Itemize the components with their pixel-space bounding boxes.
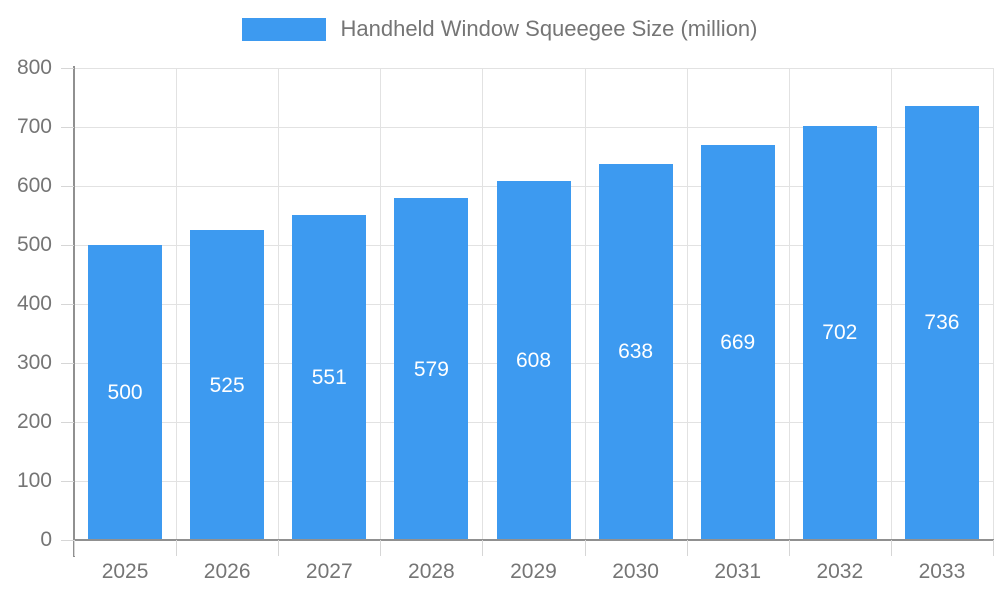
bar-value-label: 638	[618, 340, 654, 364]
y-tick-label: 100	[16, 469, 52, 492]
bar-2030[interactable]: 638	[598, 163, 673, 540]
x-tick-label-2030: 2030	[612, 560, 659, 583]
x-axis-tick	[584, 540, 586, 556]
x-axis-tick	[176, 540, 178, 556]
y-tick-label: 0	[40, 528, 52, 551]
y-tick-label: 500	[16, 233, 52, 256]
bar-value-label: 736	[924, 311, 960, 335]
x-tick-label-2031: 2031	[714, 560, 762, 583]
x-axis-line	[74, 539, 994, 541]
bar-2033[interactable]: 736	[904, 105, 979, 540]
bar-value-label: 525	[209, 373, 245, 397]
y-axis-tick	[61, 481, 74, 482]
v-gridline	[278, 68, 280, 540]
y-axis-tick	[61, 186, 74, 187]
bar-value-label: 579	[413, 357, 449, 381]
bar-2032[interactable]: 702	[802, 125, 877, 540]
x-tick-label-2028: 2028	[408, 560, 455, 583]
chart-legend[interactable]: Handheld Window Squeegee Size (million)	[0, 14, 1000, 44]
y-axis-tick	[61, 68, 74, 69]
x-tick-label-2027: 2027	[305, 560, 353, 583]
x-tick-label-2026: 2026	[203, 560, 251, 583]
bar-2026[interactable]: 525	[190, 230, 265, 540]
x-axis-tick	[380, 540, 382, 556]
legend-swatch	[242, 17, 327, 41]
plot-area: 500 525 551 579 608 638 669 702 736	[74, 68, 994, 540]
y-tick-label: 800	[16, 56, 52, 79]
v-gridline	[993, 68, 994, 540]
x-axis-tick	[482, 540, 484, 556]
v-gridline	[584, 68, 586, 540]
x-axis-tick	[788, 540, 790, 556]
y-axis-tick	[61, 540, 74, 541]
y-axis-tick	[61, 245, 74, 246]
v-gridline	[380, 68, 382, 540]
bar-value-label: 500	[107, 381, 143, 404]
bar-2031[interactable]: 669	[700, 145, 775, 540]
bar-value-label: 551	[311, 365, 347, 389]
bar-2028[interactable]: 579	[394, 198, 469, 540]
x-axis-tick	[74, 540, 75, 556]
v-gridline	[686, 68, 688, 540]
h-gridline	[74, 127, 993, 128]
h-gridline	[74, 68, 993, 69]
y-axis-tick	[61, 304, 74, 305]
v-gridline	[482, 68, 484, 540]
x-axis-tick	[278, 540, 280, 556]
x-tick-label-2025: 2025	[101, 560, 149, 583]
v-gridline	[176, 68, 178, 540]
x-axis-tick	[890, 540, 892, 556]
v-gridline	[890, 68, 892, 540]
bar-2027[interactable]: 551	[292, 214, 367, 540]
y-axis-tick	[61, 422, 74, 423]
x-tick-label-2032: 2032	[816, 560, 864, 583]
y-axis-tick	[61, 127, 74, 128]
x-axis-tick	[993, 540, 994, 556]
bar-value-label: 608	[515, 349, 552, 373]
y-tick-label: 300	[16, 351, 52, 374]
y-axis-line	[73, 66, 75, 557]
y-tick-label: 400	[16, 292, 52, 315]
bar-value-label: 669	[720, 331, 756, 355]
bar-2025[interactable]: 500	[88, 245, 163, 540]
x-tick-label-2029: 2029	[510, 560, 557, 583]
x-axis-tick	[686, 540, 688, 556]
y-tick-label: 200	[16, 410, 52, 433]
y-tick-label: 700	[16, 115, 52, 138]
y-axis-tick	[61, 363, 74, 364]
y-tick-label: 600	[16, 174, 52, 197]
v-gridline	[788, 68, 790, 540]
legend-label: Handheld Window Squeegee Size (million)	[340, 16, 758, 41]
x-tick-label-2033: 2033	[918, 560, 966, 583]
bar-2029[interactable]: 608	[496, 181, 571, 540]
bar-value-label: 702	[822, 321, 858, 345]
